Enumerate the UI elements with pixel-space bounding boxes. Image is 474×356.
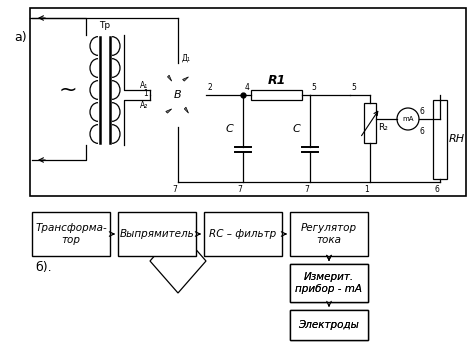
Bar [290, 310, 368, 340]
Bar [433, 100, 447, 179]
Bar [204, 212, 282, 256]
Polygon shape [184, 107, 189, 113]
Text: а): а) [14, 31, 27, 44]
Text: 5: 5 [351, 83, 356, 91]
Text: 7: 7 [237, 185, 242, 194]
Text: Трансформа-
тор: Трансформа- тор [35, 223, 107, 245]
Bar [290, 264, 368, 302]
Text: mA: mA [402, 116, 414, 122]
Text: Измерит.
прибор - mA: Измерит. прибор - mA [295, 272, 363, 294]
Text: ~: ~ [59, 80, 77, 100]
Bar [290, 310, 368, 340]
Text: C: C [292, 124, 300, 134]
Text: 6: 6 [420, 127, 425, 136]
Text: 6: 6 [435, 185, 439, 194]
Text: Электроды: Электроды [299, 320, 359, 330]
Text: Измерит.
прибор - mA: Измерит. прибор - mA [295, 272, 363, 294]
Text: C: C [225, 124, 233, 134]
Polygon shape [166, 109, 172, 113]
Bar [364, 103, 376, 143]
Text: Регулятор
тока: Регулятор тока [301, 223, 357, 245]
Text: Выпрямитель: Выпрямитель [119, 229, 194, 239]
Bar [290, 264, 368, 302]
Text: 1: 1 [143, 89, 148, 99]
Text: 4: 4 [245, 83, 250, 91]
Text: R1: R1 [267, 73, 286, 87]
Text: RН: RН [449, 135, 465, 145]
Text: б).: б). [35, 262, 52, 274]
Text: 1: 1 [365, 185, 369, 194]
Text: B: B [174, 90, 182, 100]
Polygon shape [167, 75, 172, 81]
Bar [32, 212, 110, 256]
Bar [251, 90, 302, 100]
Polygon shape [182, 77, 189, 81]
Text: 7: 7 [173, 185, 177, 194]
Text: Электроды: Электроды [299, 320, 359, 330]
Text: A₁: A₁ [140, 80, 148, 89]
Text: 6: 6 [420, 106, 425, 115]
Text: 2: 2 [208, 83, 213, 91]
Text: 5: 5 [311, 83, 316, 91]
Text: RC – фильтр: RC – фильтр [210, 229, 277, 239]
Text: Tр: Tр [100, 21, 110, 30]
Bar [30, 8, 466, 196]
Text: R₂: R₂ [378, 122, 388, 131]
Text: 7: 7 [305, 185, 310, 194]
Bar [290, 212, 368, 256]
Bar [118, 212, 196, 256]
Text: Д₁: Д₁ [182, 53, 191, 63]
Text: A₂: A₂ [140, 100, 148, 110]
